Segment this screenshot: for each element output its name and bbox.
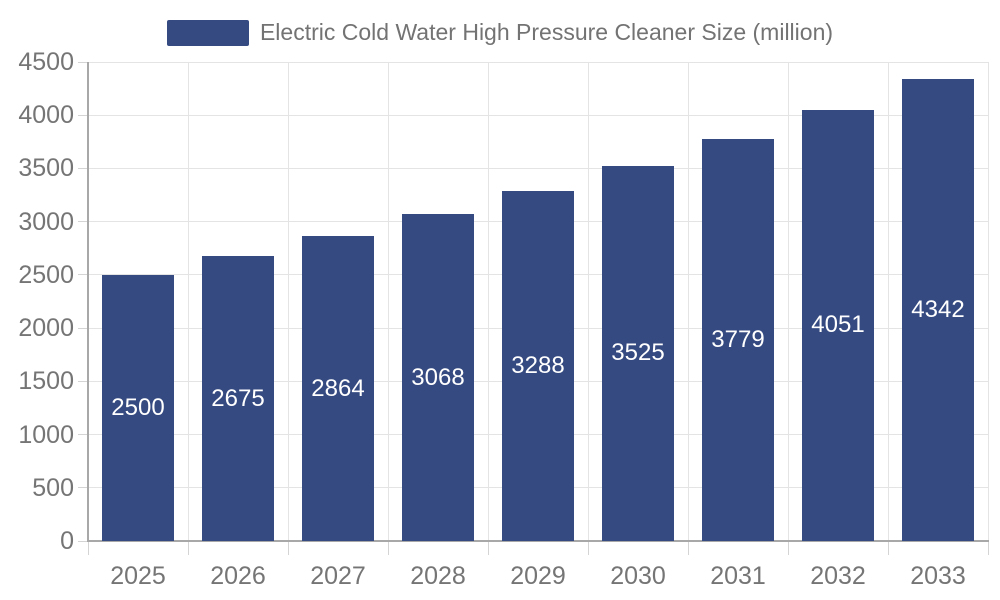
gridline-horizontal (88, 61, 988, 63)
y-axis-tick (78, 380, 88, 382)
gridline-vertical (187, 62, 189, 541)
gridline-vertical (987, 62, 989, 541)
y-axis-tick (78, 221, 88, 223)
gridline-vertical (887, 62, 889, 541)
gridline-horizontal (88, 114, 988, 116)
x-tick-label: 2029 (510, 562, 566, 590)
y-axis-tick (78, 114, 88, 116)
y-axis-line (87, 62, 89, 542)
y-tick-label: 2000 (18, 314, 74, 343)
y-axis-tick (78, 327, 88, 329)
y-axis-tick (78, 61, 88, 63)
bar-2031[interactable] (702, 138, 774, 541)
x-tick-label: 2033 (910, 562, 966, 590)
y-tick-label: 1000 (18, 420, 74, 449)
bar-2026[interactable] (202, 256, 274, 541)
y-axis-tick (78, 434, 88, 436)
gridline-vertical (587, 62, 589, 541)
bar-2027[interactable] (302, 236, 374, 541)
y-tick-label: 3000 (18, 207, 74, 236)
gridline-vertical (387, 62, 389, 541)
bar-2025[interactable] (102, 274, 174, 541)
bar-2030[interactable] (602, 165, 674, 541)
y-axis-tick (78, 274, 88, 276)
x-axis-tick (487, 541, 489, 555)
legend-item[interactable]: Electric Cold Water High Pressure Cleane… (0, 19, 1000, 46)
y-tick-label: 1500 (18, 367, 74, 396)
gridline-vertical (687, 62, 689, 541)
y-tick-label: 500 (32, 473, 74, 502)
gridline-vertical (287, 62, 289, 541)
x-axis-tick (887, 541, 889, 555)
y-axis-tick (78, 167, 88, 169)
y-tick-label: 3500 (18, 154, 74, 183)
bar-2028[interactable] (402, 214, 474, 541)
legend-swatch-icon (166, 19, 249, 46)
x-tick-label: 2032 (810, 562, 866, 590)
x-axis-tick (87, 541, 89, 555)
x-tick-label: 2030 (610, 562, 666, 590)
y-tick-label: 4500 (18, 48, 74, 76)
y-tick-label: 4000 (18, 101, 74, 130)
x-axis-tick (987, 541, 989, 555)
y-axis-tick (78, 540, 88, 542)
x-axis-tick (187, 541, 189, 555)
x-tick-label: 2028 (410, 562, 466, 590)
gridline-vertical (787, 62, 789, 541)
x-axis-line (87, 540, 989, 542)
x-axis-tick (687, 541, 689, 555)
x-tick-label: 2031 (710, 562, 766, 590)
gridline-vertical (487, 62, 489, 541)
bar-2033[interactable] (902, 78, 974, 541)
x-tick-label: 2026 (210, 562, 266, 590)
gridline-horizontal (88, 167, 988, 169)
x-tick-label: 2025 (110, 562, 166, 590)
x-axis-tick (587, 541, 589, 555)
legend-label: Electric Cold Water High Pressure Cleane… (259, 19, 834, 45)
y-tick-label: 0 (60, 527, 74, 555)
x-axis-tick (287, 541, 289, 555)
bar-2032[interactable] (802, 109, 874, 541)
x-axis-tick (787, 541, 789, 555)
x-tick-label: 2027 (310, 562, 366, 590)
y-tick-label: 2500 (18, 260, 74, 289)
x-axis-tick (387, 541, 389, 555)
y-axis-tick (78, 487, 88, 489)
bar-2029[interactable] (502, 191, 574, 541)
